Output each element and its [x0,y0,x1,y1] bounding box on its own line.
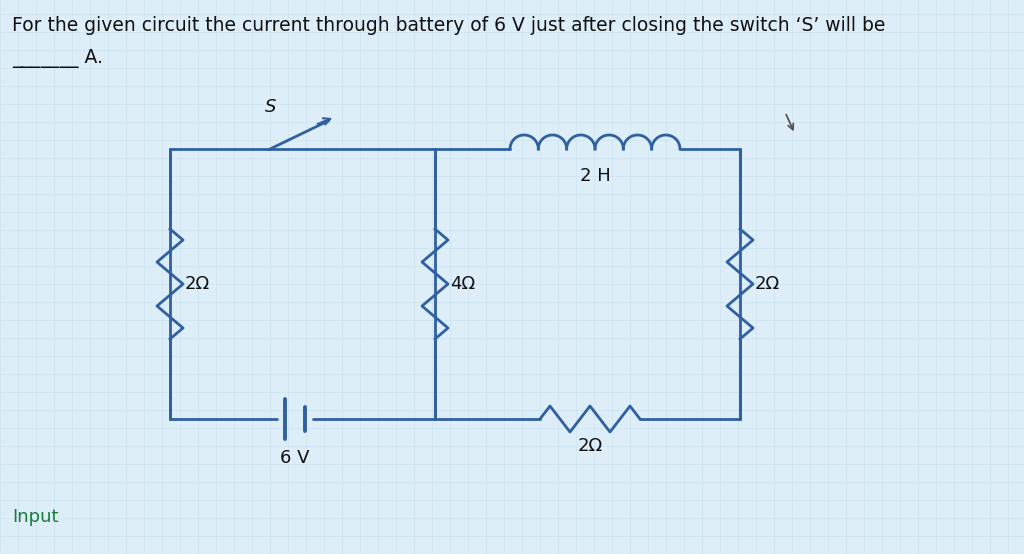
Text: 2Ω: 2Ω [755,275,780,293]
Text: _______ A.: _______ A. [12,49,102,68]
Text: 2 H: 2 H [580,167,610,185]
Text: 6 V: 6 V [281,449,309,467]
Text: S: S [265,98,276,116]
Text: 4Ω: 4Ω [450,275,475,293]
Text: 2Ω: 2Ω [185,275,210,293]
Text: 2Ω: 2Ω [578,437,602,455]
Text: For the given circuit the current through battery of 6 V just after closing the : For the given circuit the current throug… [12,16,886,35]
Text: Input: Input [12,508,58,526]
